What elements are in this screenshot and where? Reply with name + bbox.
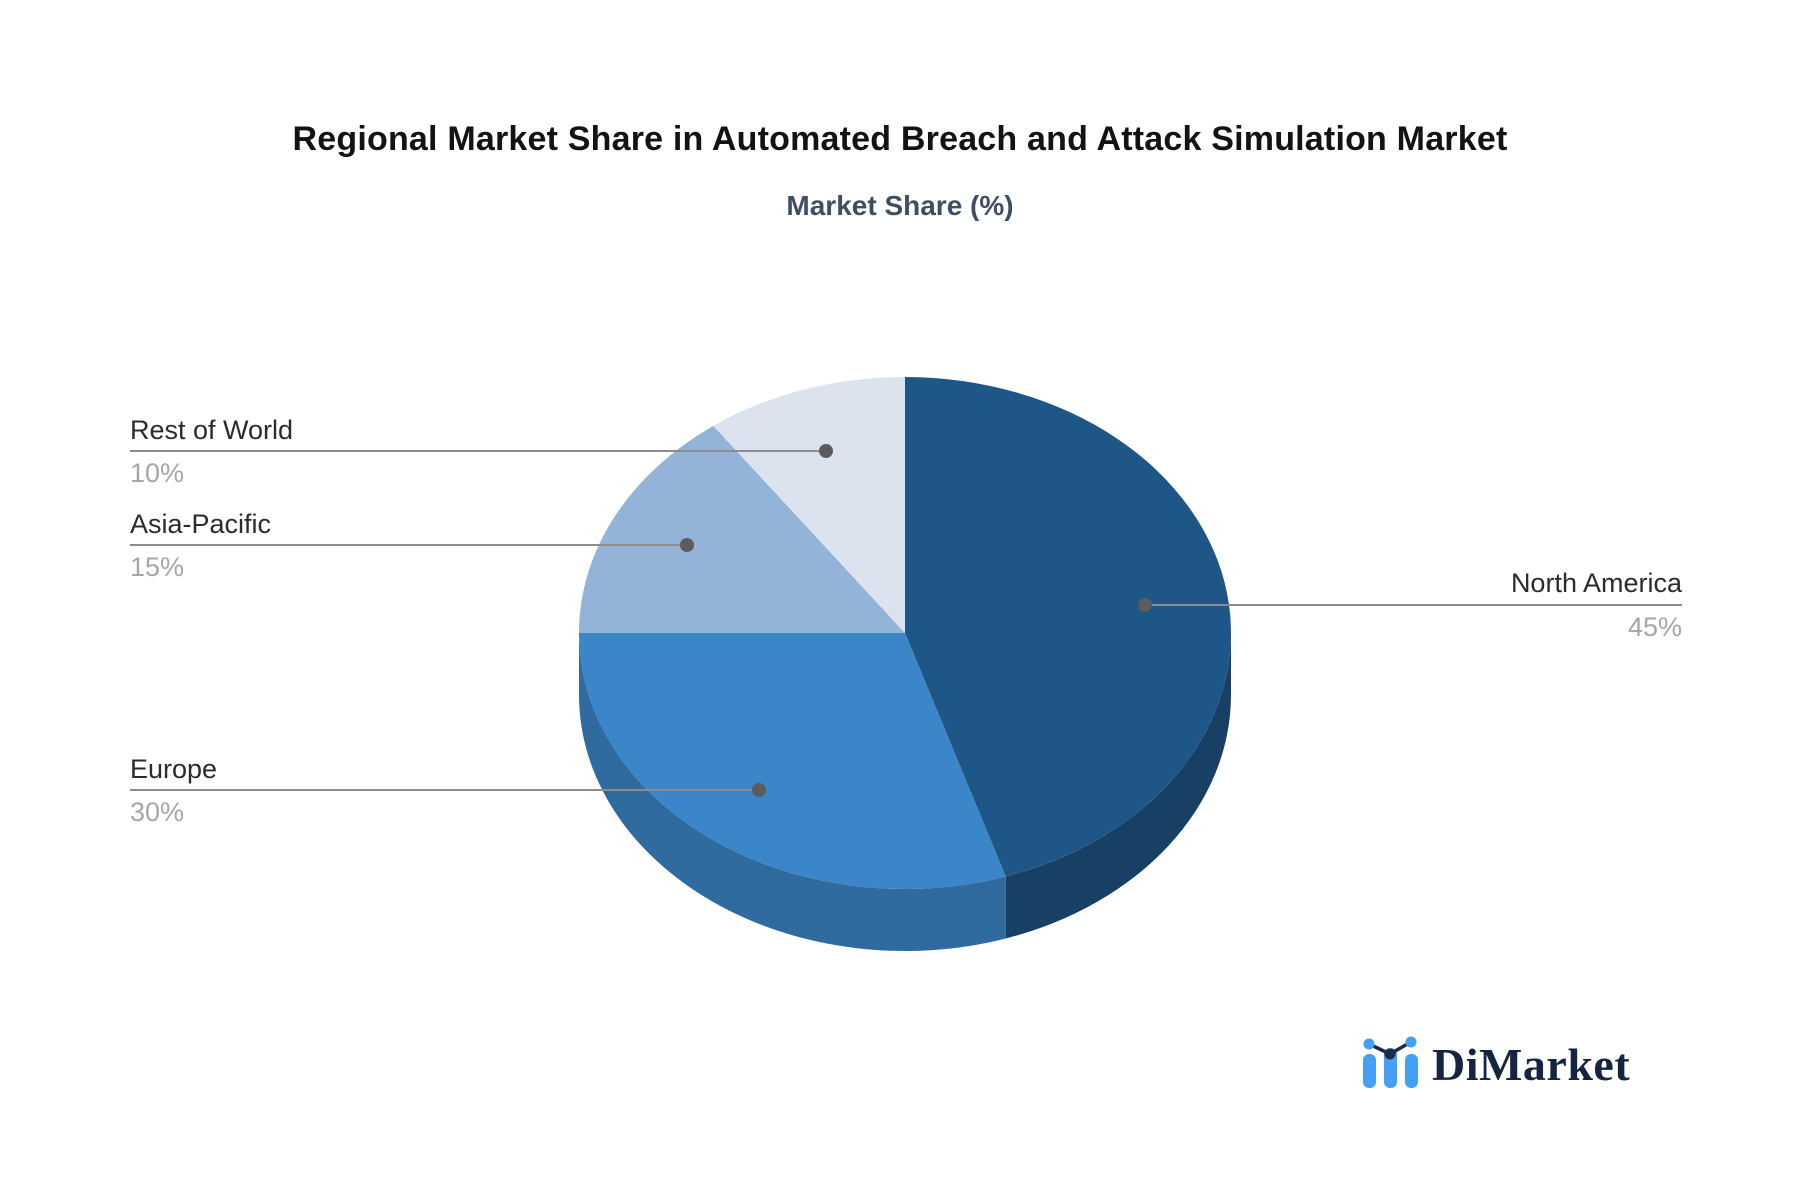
leader-dot-rest-of-world bbox=[819, 444, 833, 458]
leader-dot-north-america bbox=[1138, 598, 1152, 612]
leader-dot-asia-pacific bbox=[680, 538, 694, 552]
leader-line-europe bbox=[130, 789, 759, 791]
brand-logo: DiMarket bbox=[1362, 1036, 1630, 1088]
pie-value-rest-of-world: 10% bbox=[130, 458, 185, 488]
pie-value-north-america: 45% bbox=[1627, 612, 1682, 642]
chart-title: Regional Market Share in Automated Breac… bbox=[292, 120, 1508, 158]
leader-line-asia-pacific bbox=[130, 544, 687, 546]
leader-line-rest-of-world bbox=[130, 450, 826, 452]
pie-label-rest-of-world: Rest of World bbox=[130, 415, 294, 445]
pie-label-europe: Europe bbox=[130, 754, 218, 784]
brand-name: DiMarket bbox=[1432, 1039, 1631, 1090]
pie-value-asia-pacific: 15% bbox=[130, 552, 185, 582]
chart-subtitle: Market Share (%) bbox=[786, 190, 1014, 221]
leader-line-north-america bbox=[1145, 604, 1682, 606]
pie-label-asia-pacific: Asia-Pacific bbox=[130, 509, 272, 539]
pie-value-europe: 30% bbox=[130, 797, 185, 827]
bar-chart-logo-icon bbox=[1363, 1036, 1418, 1088]
leader-dot-europe bbox=[752, 783, 766, 797]
pie-label-north-america: North America bbox=[1510, 568, 1682, 598]
